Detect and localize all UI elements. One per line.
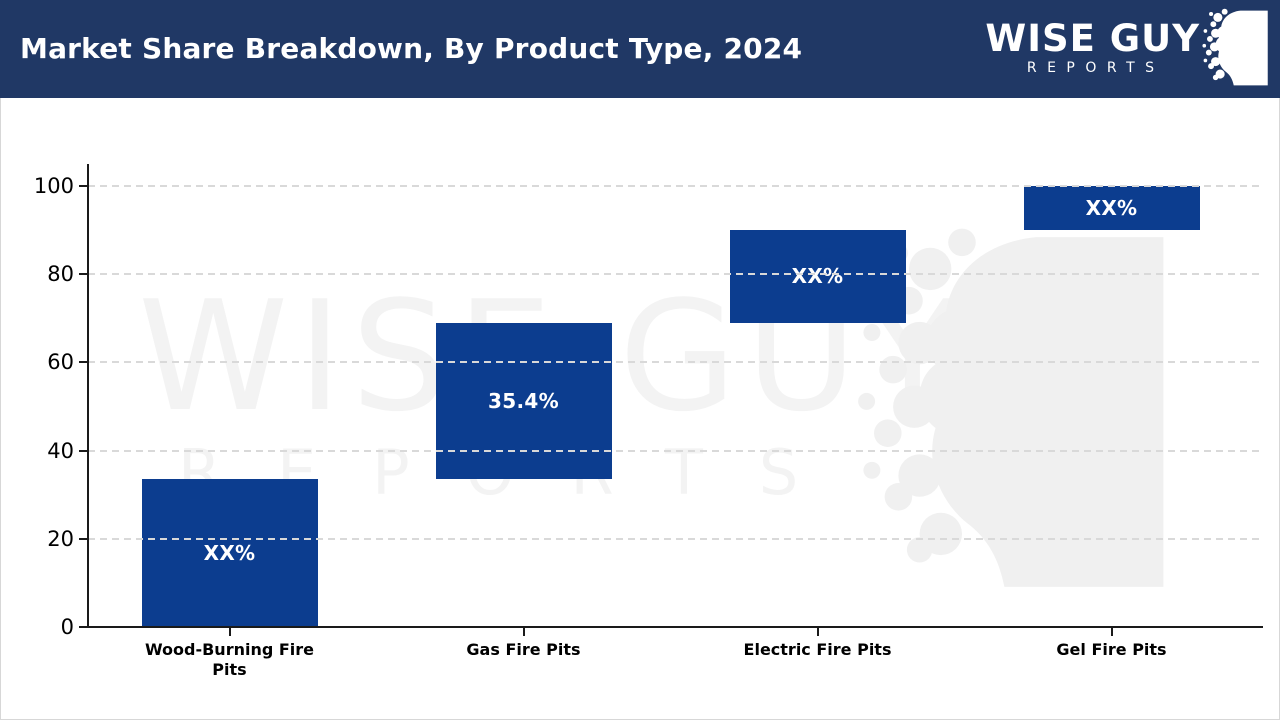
x-category-label: Gas Fire Pits: [466, 640, 581, 659]
y-tick-label: 60: [47, 350, 74, 375]
x-axis-line: [87, 626, 1263, 628]
chart-title: Market Share Breakdown, By Product Type,…: [20, 31, 803, 65]
wise-guy-logo: WISE GUY REPORTS: [985, 8, 1270, 88]
y-tick-label: 20: [47, 526, 74, 551]
bar-4: XX%: [1023, 186, 1200, 231]
bar-value-label: XX%: [1085, 196, 1138, 221]
head-profile-icon: [1202, 8, 1268, 86]
y-tick-mark: [79, 626, 87, 628]
y-tick-label: 40: [47, 438, 74, 463]
bar-2: 35.4%: [435, 322, 612, 479]
gridline: [88, 185, 1262, 187]
plot-area: WISE GUY REPORTS 020406080100XX%Wood-Bur…: [0, 98, 1280, 720]
bar-3: XX%: [729, 230, 906, 323]
logo-name: WISE GUY: [985, 17, 1200, 61]
y-tick-mark: [79, 185, 87, 187]
y-tick-mark: [79, 361, 87, 364]
y-tick-mark: [79, 273, 87, 276]
gridline: [88, 361, 1262, 364]
y-tick-label: 0: [60, 615, 74, 639]
logo-subname: REPORTS: [1026, 59, 1165, 76]
y-tick-mark: [79, 449, 87, 452]
y-tick-mark: [79, 537, 87, 540]
gridline: [88, 273, 1262, 276]
bar-1: XX%: [141, 478, 318, 627]
bar-value-label: 35.4%: [488, 388, 559, 413]
watermark-head-icon: [858, 228, 1164, 587]
x-category-label: Electric Fire Pits: [743, 640, 892, 659]
x-tick-mark: [228, 628, 231, 636]
bar-value-label: XX%: [203, 540, 256, 565]
x-tick-mark: [522, 628, 525, 636]
y-tick-label: 100: [33, 174, 74, 198]
x-tick-mark: [816, 628, 819, 636]
y-tick-label: 80: [47, 262, 74, 287]
header-bar: Market Share Breakdown, By Product Type,…: [0, 0, 1280, 98]
y-axis-line: [87, 164, 89, 628]
x-category-label: Gel Fire Pits: [1056, 640, 1167, 659]
x-category-label: Wood-Burning Fire Pits: [144, 640, 315, 679]
logo-wordmark: WISE GUY REPORTS: [985, 17, 1200, 76]
x-tick-mark: [1110, 628, 1113, 636]
bar-value-label: XX%: [791, 264, 844, 289]
gridline: [88, 449, 1262, 452]
gridline: [88, 537, 1262, 540]
logo-dots: [1202, 8, 1228, 81]
